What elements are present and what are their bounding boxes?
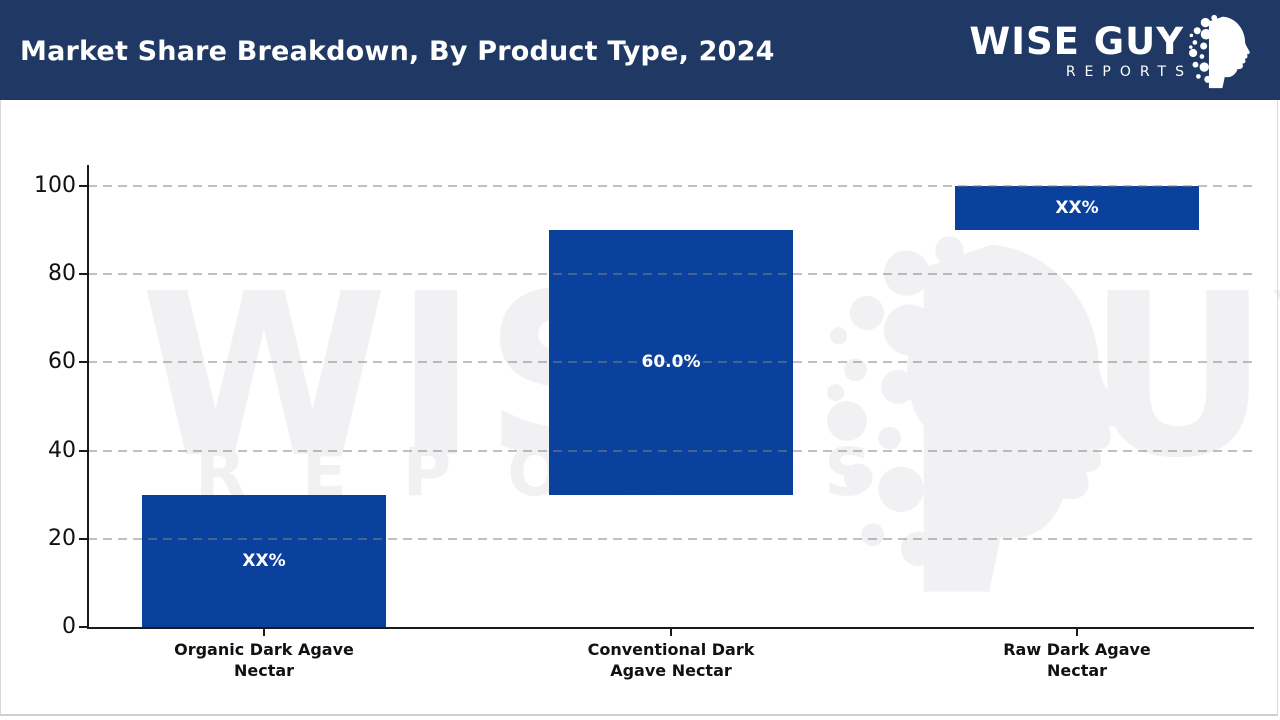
x-category-label-2: Conventional Dark Agave Nectar xyxy=(511,639,831,681)
x-category-label-3: Raw Dark Agave Nectar xyxy=(917,639,1237,681)
logo-reports-text: REPORTS xyxy=(1065,64,1193,80)
bar-segment-3 xyxy=(955,186,1199,231)
x-category-label-line: Nectar xyxy=(1046,661,1108,680)
x-tick-mark-2 xyxy=(670,629,672,636)
gridline-y-40 xyxy=(88,449,1253,452)
wise-guy-reports-logo: WISE GUY REPORTS xyxy=(969,8,1262,94)
y-tick-label-60: 60 xyxy=(48,349,76,375)
y-tick-mark-20 xyxy=(79,537,87,540)
y-tick-label-100: 100 xyxy=(34,173,76,198)
y-tick-label-40: 40 xyxy=(48,437,76,463)
logo-head-icon xyxy=(1189,14,1250,89)
gridline-y-80 xyxy=(88,273,1253,276)
x-category-label-line: Conventional Dark xyxy=(587,640,755,659)
bar-value-label-2: 60.0% xyxy=(641,352,701,373)
x-category-label-line: Agave Nectar xyxy=(610,661,732,680)
y-tick-mark-60 xyxy=(79,361,87,364)
x-category-label-line: Organic Dark Agave xyxy=(174,640,354,659)
x-axis-line xyxy=(87,627,1254,629)
y-tick-mark-100 xyxy=(79,185,87,187)
gridline-y-100 xyxy=(88,185,1253,187)
bar-value-label-1: XX% xyxy=(242,550,286,571)
gridline-y-60 xyxy=(88,361,1253,364)
x-category-label-line: Nectar xyxy=(233,661,295,680)
x-category-label-1: Organic Dark Agave Nectar xyxy=(104,639,424,681)
logo-text: WISE GUY REPORTS xyxy=(969,20,1184,81)
y-tick-label-80: 80 xyxy=(48,261,76,287)
x-tick-mark-1 xyxy=(263,629,265,636)
y-tick-mark-40 xyxy=(79,449,87,452)
x-tick-mark-3 xyxy=(1076,629,1078,636)
gridline-y-20 xyxy=(88,537,1253,540)
y-axis-line xyxy=(87,165,89,629)
y-tick-mark-0 xyxy=(79,626,87,628)
x-category-label-line: Raw Dark Agave xyxy=(1003,640,1151,659)
y-tick-label-0: 0 xyxy=(62,614,76,639)
logo-wordmark: WISE GUY xyxy=(969,20,1184,63)
bar-segment-1 xyxy=(142,494,386,627)
watermark-head-icon xyxy=(827,236,1123,592)
chart-title: Market Share Breakdown, By Product Type,… xyxy=(20,36,775,67)
bar-value-label-3: XX% xyxy=(1055,198,1099,219)
header-bar: Market Share Breakdown, By Product Type,… xyxy=(0,0,1280,100)
y-tick-mark-80 xyxy=(79,273,87,276)
y-tick-label-20: 20 xyxy=(48,525,76,551)
